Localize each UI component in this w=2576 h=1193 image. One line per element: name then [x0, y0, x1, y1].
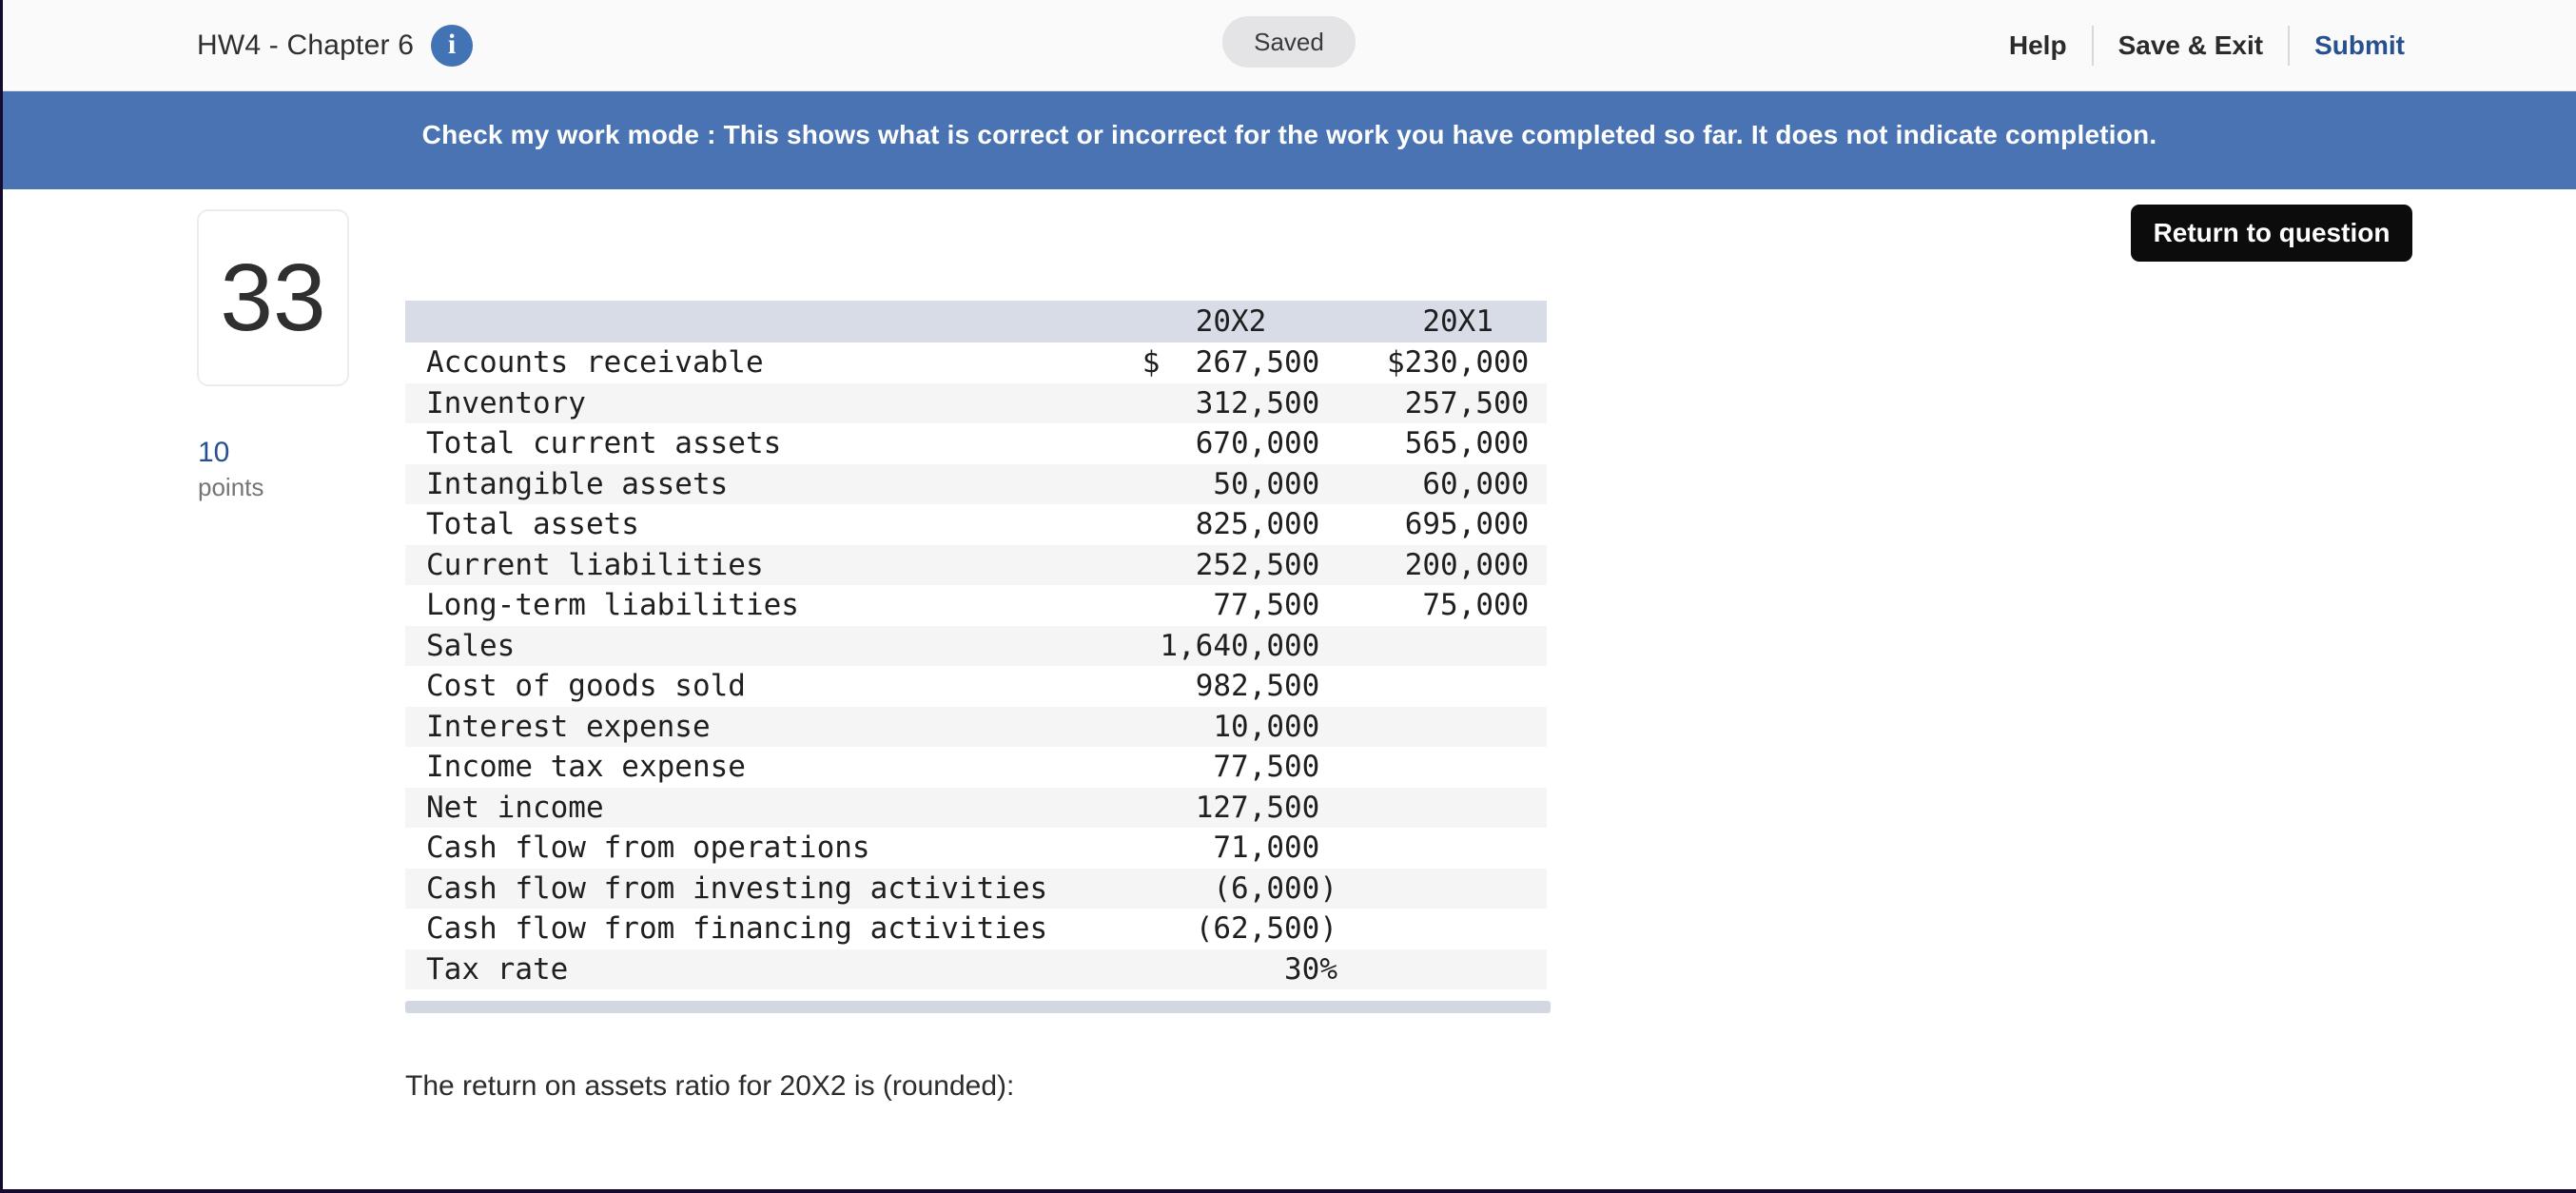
table-row: Cash flow from investing activities (6,0… [405, 868, 1547, 909]
row-value-20x1: 257,500 [1404, 385, 1547, 420]
table-header-row: 20X2 20X1 [405, 301, 1547, 342]
table-row: Total assets 825,000 695,000 [405, 504, 1547, 545]
table-row: Cost of goods sold 982,500 [405, 666, 1547, 707]
submit-button[interactable]: Submit [2314, 29, 2405, 60]
page-title: HW4 - Chapter 6 [197, 29, 415, 61]
row-value-20x2: 77,500 [1213, 750, 1337, 785]
row-value-20x2: 982,500 [1195, 669, 1337, 704]
table-row: Cash flow from operations 71,000 [405, 828, 1547, 869]
question-prompt: The return on assets ratio for 20X2 is (… [405, 1070, 1015, 1102]
row-value-20x2: 127,500 [1195, 790, 1337, 825]
row-label: Cost of goods sold [426, 669, 746, 704]
nav-divider [2288, 25, 2291, 66]
table-body: Accounts receivable $ 267,500 $230,000 I… [405, 342, 1547, 989]
row-value-20x2: $ 267,500 [1142, 345, 1337, 381]
row-value-20x1: 565,000 [1404, 426, 1547, 461]
row-label: Sales [426, 628, 516, 663]
row-value-20x2: 50,000 [1213, 466, 1337, 501]
row-label: Income tax expense [426, 750, 746, 785]
table-row: Income tax expense 77,500 [405, 747, 1547, 788]
question-number: 33 [220, 244, 326, 351]
row-value-20x2: 312,500 [1195, 385, 1337, 420]
points-value: 10 [198, 437, 230, 468]
row-value-20x2: 10,000 [1213, 709, 1337, 744]
row-label: Cash flow from operations [426, 831, 870, 866]
row-value-20x2: 71,000 [1213, 831, 1337, 866]
header-nav: Help Save & Exit Submit [2009, 0, 2405, 90]
row-value-20x2: 825,000 [1195, 507, 1337, 542]
row-label: Intangible assets [426, 466, 729, 501]
help-button[interactable]: Help [2008, 29, 2067, 60]
row-label: Accounts receivable [426, 345, 764, 381]
save-status-pill[interactable]: Saved [1222, 16, 1356, 68]
table-row: Total current assets 670,000 565,000 [405, 423, 1547, 464]
main-content: 33 10 points Return to question 20X2 20X… [3, 189, 2576, 1190]
check-my-work-banner: Check my work mode : This shows what is … [3, 91, 2576, 189]
info-icon-glyph: i [447, 28, 457, 60]
row-value-20x1: $230,000 [1387, 345, 1547, 381]
row-value-20x1: 60,000 [1422, 466, 1547, 501]
row-label: Total assets [426, 507, 639, 542]
nav-divider [2091, 25, 2094, 66]
row-label: Cash flow from financing activities [426, 911, 1048, 947]
points-block: 10 points [198, 435, 263, 503]
row-value-20x2: (62,500) [1195, 911, 1337, 947]
window-bottom-edge [3, 1189, 2576, 1193]
column-header-20x2: 20X2 [1195, 304, 1337, 339]
table-row: Tax rate 30% [405, 949, 1547, 989]
table-row: Sales 1,640,000 [405, 625, 1547, 666]
row-value-20x2: 30% [1284, 951, 1337, 987]
table-row: Long-term liabilities 77,500 75,000 [405, 585, 1547, 626]
save-exit-button[interactable]: Save & Exit [2117, 29, 2264, 60]
row-label: Current liabilities [426, 547, 764, 582]
table-row: Intangible assets 50,000 60,000 [405, 463, 1547, 504]
row-value-20x2: (6,000) [1213, 870, 1337, 906]
row-value-20x1: 200,000 [1404, 547, 1547, 582]
table-row: Cash flow from financing activities (62,… [405, 909, 1547, 949]
row-label: Long-term liabilities [426, 588, 799, 623]
points-label: points [198, 473, 264, 501]
row-label: Inventory [426, 385, 586, 420]
title-wrap: HW4 - Chapter 6 i [197, 0, 474, 90]
return-to-question-button[interactable]: Return to question [2131, 205, 2412, 262]
banner-text: Check my work mode : This shows what is … [421, 119, 2157, 149]
question-number-box: 33 [197, 209, 349, 386]
table-row: Accounts receivable $ 267,500 $230,000 [405, 342, 1547, 383]
table-row: Inventory 312,500 257,500 [405, 382, 1547, 423]
table-row: Net income 127,500 [405, 787, 1547, 828]
row-value-20x2: 77,500 [1213, 588, 1337, 623]
info-icon[interactable]: i [431, 24, 474, 67]
app-header: HW4 - Chapter 6 i Saved Help Save & Exit… [3, 0, 2576, 91]
row-label: Interest expense [426, 709, 711, 744]
column-header-20x1: 20X1 [1422, 304, 1547, 339]
table-row: Current liabilities 252,500 200,000 [405, 544, 1547, 585]
row-value-20x2: 1,640,000 [1160, 628, 1337, 663]
row-label: Total current assets [426, 426, 782, 461]
row-value-20x2: 252,500 [1195, 547, 1337, 582]
table-row: Interest expense 10,000 [405, 706, 1547, 747]
row-value-20x2: 670,000 [1195, 426, 1337, 461]
row-value-20x1: 75,000 [1422, 588, 1547, 623]
table-horizontal-scrollbar[interactable] [405, 1001, 1551, 1013]
row-label: Net income [426, 790, 604, 825]
row-label: Tax rate [426, 951, 569, 987]
financial-data-table: 20X2 20X1 Accounts receivable $ 267,500 … [405, 301, 1547, 989]
row-value-20x1: 695,000 [1404, 507, 1547, 542]
row-label: Cash flow from investing activities [426, 870, 1048, 906]
